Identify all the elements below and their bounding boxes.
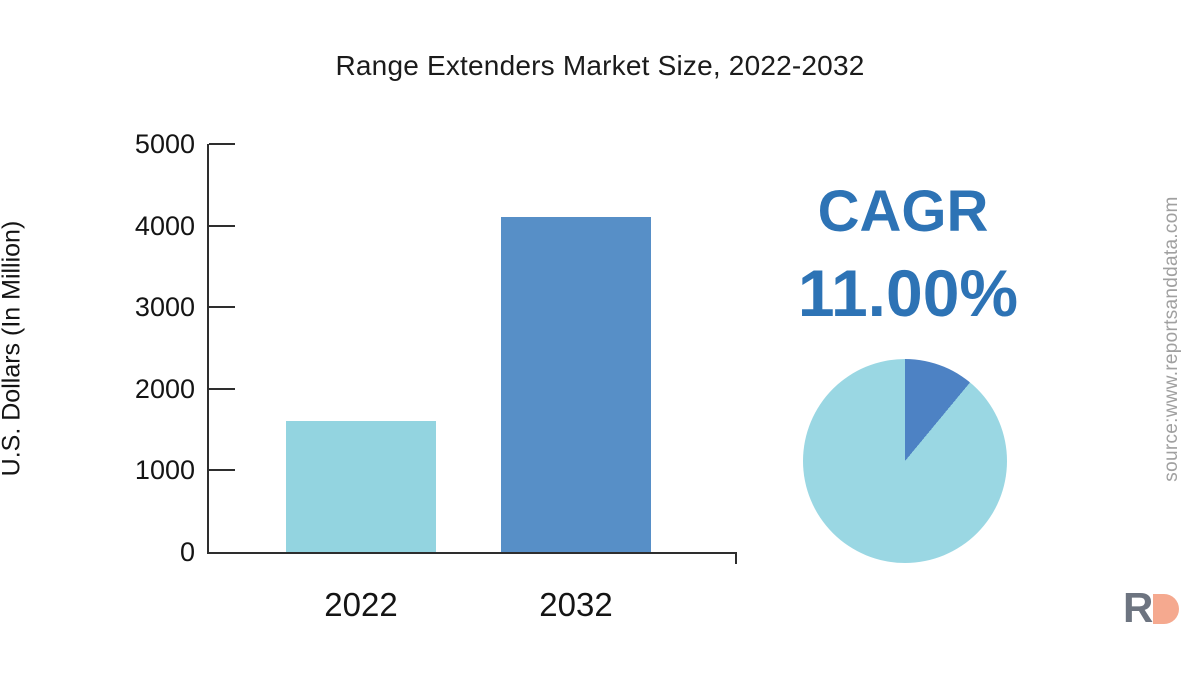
bar-2032 — [501, 217, 651, 552]
chart-title: Range Extenders Market Size, 2022-2032 — [335, 50, 865, 81]
y-tick-mark — [209, 224, 235, 227]
y-tick-label: 5000 — [134, 129, 195, 159]
y-axis-label: U.S. Dollars (In Million) — [0, 220, 26, 477]
source-text: source:www.reportsanddata.com — [1161, 196, 1182, 482]
pie-chart — [803, 359, 1007, 563]
bar-2022 — [286, 421, 436, 552]
y-axis-line — [207, 144, 209, 554]
y-tick-label: 0 — [179, 537, 195, 567]
y-tick-mark — [209, 387, 235, 390]
cagr-label: CAGR — [817, 179, 989, 244]
y-tick-label: 2000 — [134, 373, 195, 404]
y-tick-mark — [209, 143, 235, 145]
y-tick-label: 1000 — [134, 455, 195, 486]
x-tick-label-2032: 2032 — [539, 586, 613, 623]
y-tick-label: 3000 — [134, 292, 195, 323]
x-axis-line — [207, 552, 737, 554]
y-tick-mark — [209, 469, 235, 472]
x-axis-end-tick — [735, 552, 737, 564]
logo-letter-r: R — [1123, 584, 1153, 631]
logo-d-shape — [1153, 594, 1180, 624]
x-tick-label-2022: 2022 — [324, 586, 398, 623]
y-tick-mark — [209, 306, 235, 309]
brand-logo: R — [1123, 584, 1180, 631]
y-tick-label: 4000 — [134, 210, 195, 241]
cagr-value: 11.00% — [797, 256, 1019, 330]
